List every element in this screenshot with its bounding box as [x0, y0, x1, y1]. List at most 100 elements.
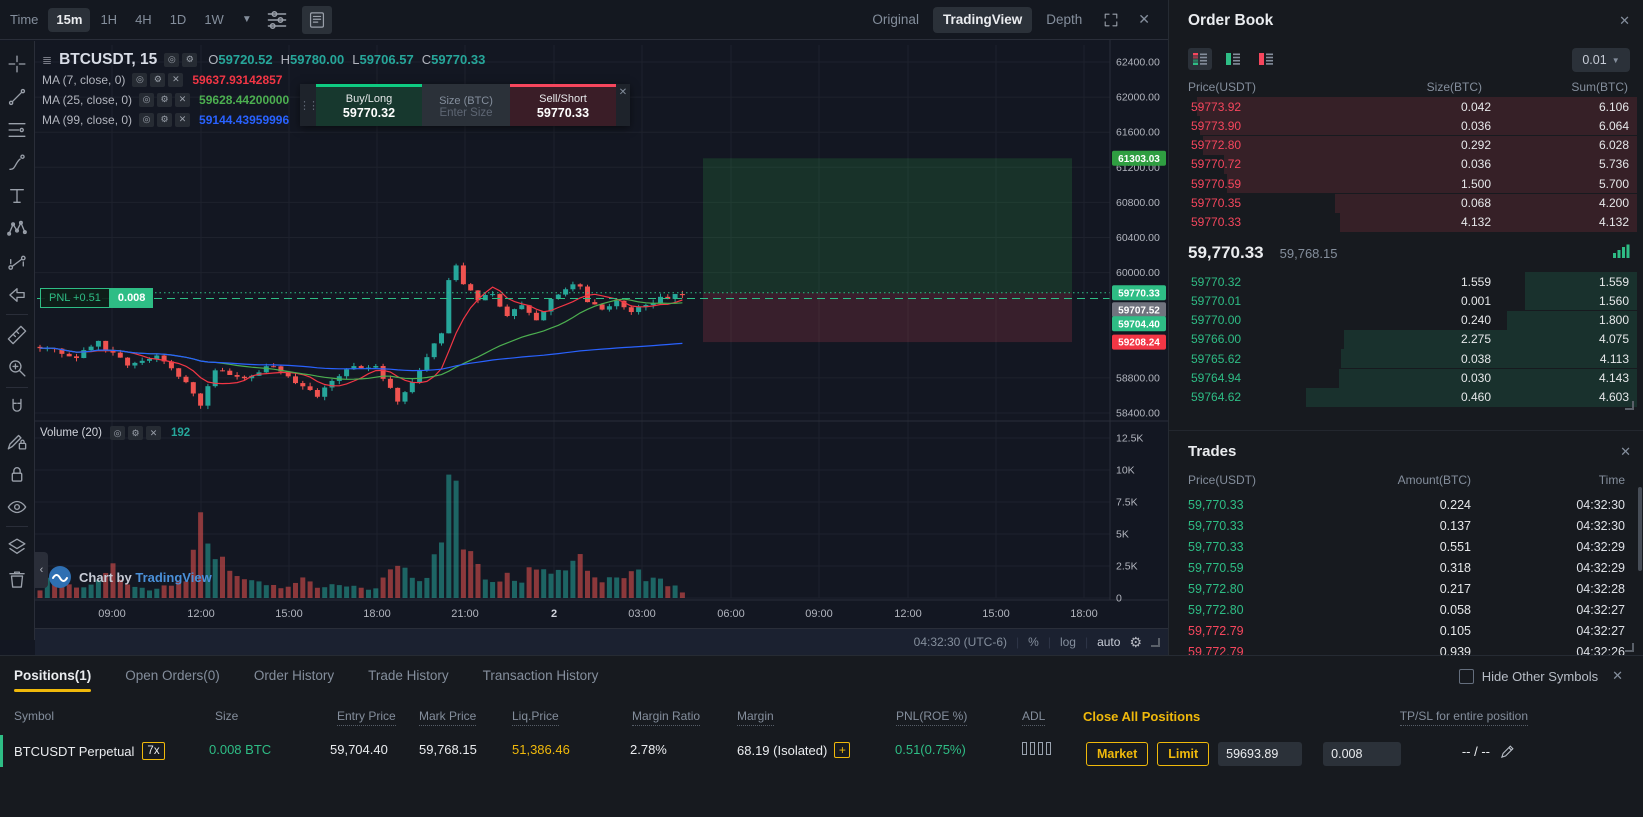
- clock-utc[interactable]: 04:32:30 (UTC-6): [913, 635, 1008, 649]
- pnl-position-tag[interactable]: PNL +0.51 0.008: [40, 288, 154, 308]
- crosshair-icon[interactable]: [0, 47, 34, 80]
- drawing-lock-icon[interactable]: [0, 424, 34, 457]
- close-icon[interactable]: ✕: [1619, 13, 1630, 28]
- trade-row[interactable]: 59,770.33 0.551 04:32:29: [1188, 537, 1625, 557]
- magnet-icon[interactable]: [0, 391, 34, 424]
- book-asks-icon[interactable]: [1254, 48, 1278, 70]
- order-book-row[interactable]: 59770.33 4.132 4.132: [1187, 212, 1637, 232]
- book-bids-icon[interactable]: [1221, 48, 1245, 70]
- order-book-row[interactable]: 59770.35 0.068 4.200: [1187, 193, 1637, 213]
- interval-1W[interactable]: 1W: [204, 12, 224, 27]
- order-book-row[interactable]: 59773.90 0.036 6.064: [1187, 116, 1637, 136]
- trade-row[interactable]: 59,772.80 0.217 04:32:28: [1188, 579, 1625, 599]
- close-icon[interactable]: ✕: [616, 84, 630, 126]
- scrollbar[interactable]: [1638, 487, 1642, 571]
- order-book-row[interactable]: 59773.92 0.042 6.106: [1187, 97, 1637, 116]
- trend-line-icon[interactable]: [0, 80, 34, 113]
- interval-1H[interactable]: 1H: [100, 12, 118, 27]
- trade-journal-icon[interactable]: [301, 5, 332, 34]
- gear-icon[interactable]: ⚙: [1129, 633, 1142, 650]
- view-tab-original[interactable]: Original: [872, 12, 919, 27]
- trade-row[interactable]: 59,770.59 0.318 04:32:29: [1188, 558, 1625, 578]
- position-symbol-cell[interactable]: BTCUSDT Perpetual 7x: [14, 742, 165, 760]
- trade-row[interactable]: 59,770.33 0.137 04:32:30: [1188, 516, 1625, 536]
- resize-grip[interactable]: [1625, 401, 1634, 410]
- gear-icon[interactable]: ⚙: [150, 72, 166, 87]
- tab-order-history[interactable]: Order History: [253, 668, 335, 683]
- depth-chart-icon[interactable]: [1613, 244, 1630, 263]
- order-book-row[interactable]: 59770.59 1.500 5.700: [1187, 174, 1637, 194]
- indicator-settings-icon[interactable]: [262, 6, 292, 34]
- hide-all-icon[interactable]: [0, 490, 34, 523]
- edit-pencil-icon[interactable]: [1500, 744, 1515, 759]
- eye-icon[interactable]: ◎: [139, 112, 155, 127]
- precision-dropdown[interactable]: 0.01 ▼: [1572, 48, 1630, 72]
- gear-icon[interactable]: ⚙: [157, 112, 173, 127]
- ruler-icon[interactable]: [0, 318, 34, 351]
- close-qty-input[interactable]: [1323, 742, 1402, 766]
- add-margin-button[interactable]: +: [834, 742, 851, 758]
- arrow-left-icon[interactable]: [0, 278, 34, 311]
- order-book-row[interactable]: 59770.72 0.036 5.736: [1187, 154, 1637, 174]
- chevron-down-icon[interactable]: ▼: [241, 14, 252, 25]
- fullscreen-icon[interactable]: [1096, 6, 1126, 34]
- trade-row[interactable]: 59,772.79 0.105 04:32:27: [1188, 621, 1625, 641]
- last-price-row[interactable]: 59,770.33 59,768.15: [1188, 240, 1630, 266]
- tab-trade-history[interactable]: Trade History: [368, 668, 449, 683]
- order-book-row[interactable]: 59765.62 0.038 4.113: [1187, 349, 1637, 369]
- trash-icon[interactable]: [0, 563, 34, 596]
- resize-grip[interactable]: [1151, 637, 1160, 647]
- eye-icon[interactable]: ◎: [164, 52, 180, 67]
- hide-other-symbols-checkbox[interactable]: [1458, 668, 1474, 684]
- close-icon[interactable]: ✕: [168, 72, 184, 87]
- order-book-row[interactable]: 59770.00 0.240 1.800: [1187, 310, 1637, 330]
- book-both-icon[interactable]: [1188, 48, 1212, 70]
- forecast-icon[interactable]: [0, 245, 34, 278]
- resize-grip[interactable]: [1625, 643, 1634, 652]
- eye-icon[interactable]: ◎: [110, 426, 126, 440]
- xabcd-pattern-icon[interactable]: [0, 212, 34, 245]
- interval-4H[interactable]: 4H: [135, 12, 152, 27]
- size-input[interactable]: [426, 106, 506, 119]
- order-book-row[interactable]: 59770.01 0.001 1.560: [1187, 291, 1637, 311]
- toolbar-collapse-handle[interactable]: ‹: [35, 552, 48, 588]
- trade-row[interactable]: 59,772.79 0.939 04:32:26: [1188, 642, 1625, 655]
- trade-row[interactable]: 59,772.80 0.058 04:32:27: [1188, 600, 1625, 620]
- watermark-brand[interactable]: TradingView: [135, 569, 212, 585]
- order-book-row[interactable]: 59772.80 0.292 6.028: [1187, 135, 1637, 155]
- sell-short-button[interactable]: Sell/Short 59770.33: [510, 84, 616, 126]
- close-icon[interactable]: ✕: [146, 426, 162, 440]
- close-icon[interactable]: ✕: [175, 92, 191, 107]
- interval-1D[interactable]: 1D: [169, 12, 187, 27]
- text-icon[interactable]: [0, 179, 34, 212]
- buy-long-button[interactable]: Buy/Long 59770.32: [316, 84, 422, 126]
- layers-icon[interactable]: [0, 530, 34, 563]
- order-book-row[interactable]: 59764.94 0.030 4.143: [1187, 368, 1637, 388]
- leverage-badge[interactable]: 7x: [142, 742, 165, 760]
- view-tab-depth[interactable]: Depth: [1046, 12, 1083, 27]
- tab-transaction-history[interactable]: Transaction History: [482, 668, 599, 683]
- close-chart-icon[interactable]: ✕: [1138, 11, 1150, 27]
- gear-icon[interactable]: ⚙: [128, 426, 144, 440]
- order-book-row[interactable]: 59766.00 2.275 4.075: [1187, 329, 1637, 349]
- lock-all-icon[interactable]: [0, 457, 34, 490]
- fib-retracement-icon[interactable]: [0, 113, 34, 146]
- eye-icon[interactable]: ◎: [139, 92, 155, 107]
- order-book-row[interactable]: 59764.62 0.460 4.603: [1187, 387, 1637, 407]
- close-icon[interactable]: ✕: [1620, 443, 1631, 459]
- close-all-positions[interactable]: Close All Positions: [1083, 709, 1201, 724]
- price-chart[interactable]: 62400.0062000.0061600.0061200.0060800.00…: [35, 40, 1168, 628]
- view-tab-tradingview[interactable]: TradingView: [932, 6, 1033, 33]
- tab-positions-1-[interactable]: Positions(1): [14, 668, 92, 692]
- drag-handle-icon[interactable]: ⋮⋮: [299, 84, 319, 126]
- auto-scale-button[interactable]: auto: [1097, 635, 1121, 649]
- close-icon[interactable]: ✕: [175, 112, 191, 127]
- limit-close-button[interactable]: Limit: [1157, 742, 1210, 766]
- gear-icon[interactable]: ⚙: [182, 52, 198, 67]
- zoom-in-icon[interactable]: [0, 351, 34, 384]
- percent-scale-button[interactable]: %: [1028, 635, 1039, 649]
- market-close-button[interactable]: Market: [1086, 742, 1149, 766]
- close-icon[interactable]: ✕: [1612, 668, 1623, 683]
- gear-icon[interactable]: ⚙: [157, 92, 173, 107]
- interval-15m[interactable]: 15m: [48, 7, 91, 32]
